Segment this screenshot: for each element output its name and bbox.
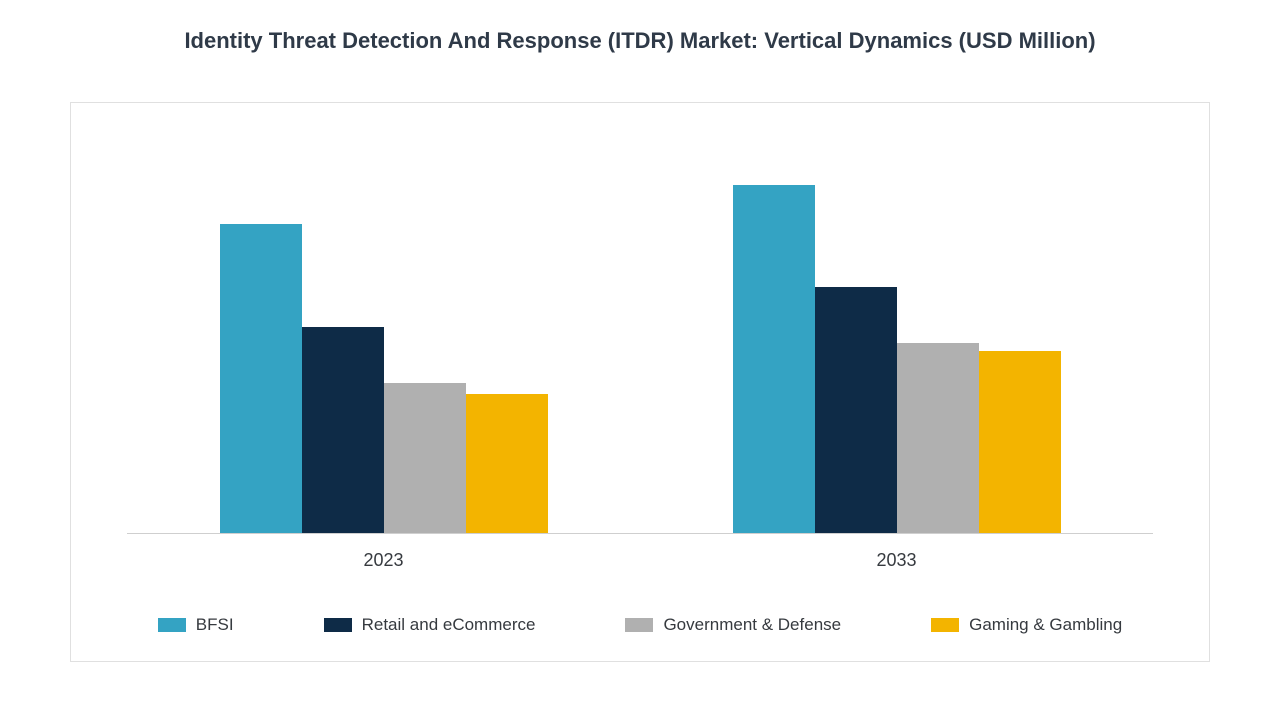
bar	[220, 224, 302, 533]
bar	[302, 327, 384, 533]
bar-group	[127, 137, 640, 533]
legend-item: Government & Defense	[625, 615, 841, 635]
legend-swatch	[324, 618, 352, 632]
legend-label: Retail and eCommerce	[362, 615, 536, 635]
chart-title: Identity Threat Detection And Response (…	[184, 28, 1095, 53]
x-tick-label: 2023	[127, 550, 640, 571]
x-tick-label: 2033	[640, 550, 1153, 571]
bar	[733, 185, 815, 533]
legend-label: Gaming & Gambling	[969, 615, 1122, 635]
legend-label: Government & Defense	[663, 615, 841, 635]
bar-group	[640, 137, 1153, 533]
legend: BFSI Retail and eCommerce Government & Def…	[127, 615, 1153, 635]
plot-area	[127, 137, 1153, 534]
legend-swatch	[931, 618, 959, 632]
chart-title-wrap: Identity Threat Detection And Response (…	[0, 0, 1280, 72]
bar	[466, 394, 548, 533]
bar	[815, 287, 897, 533]
bar	[384, 383, 466, 533]
legend-item: BFSI	[158, 615, 234, 635]
legend-swatch	[158, 618, 186, 632]
legend-label: BFSI	[196, 615, 234, 635]
chart-card: 20232033 BFSI Retail and eCommerce Governm…	[70, 102, 1210, 662]
bar	[897, 343, 979, 533]
x-axis: 20232033	[127, 550, 1153, 571]
bar	[979, 351, 1061, 533]
legend-item: Retail and eCommerce	[324, 615, 536, 635]
legend-item: Gaming & Gambling	[931, 615, 1122, 635]
legend-swatch	[625, 618, 653, 632]
